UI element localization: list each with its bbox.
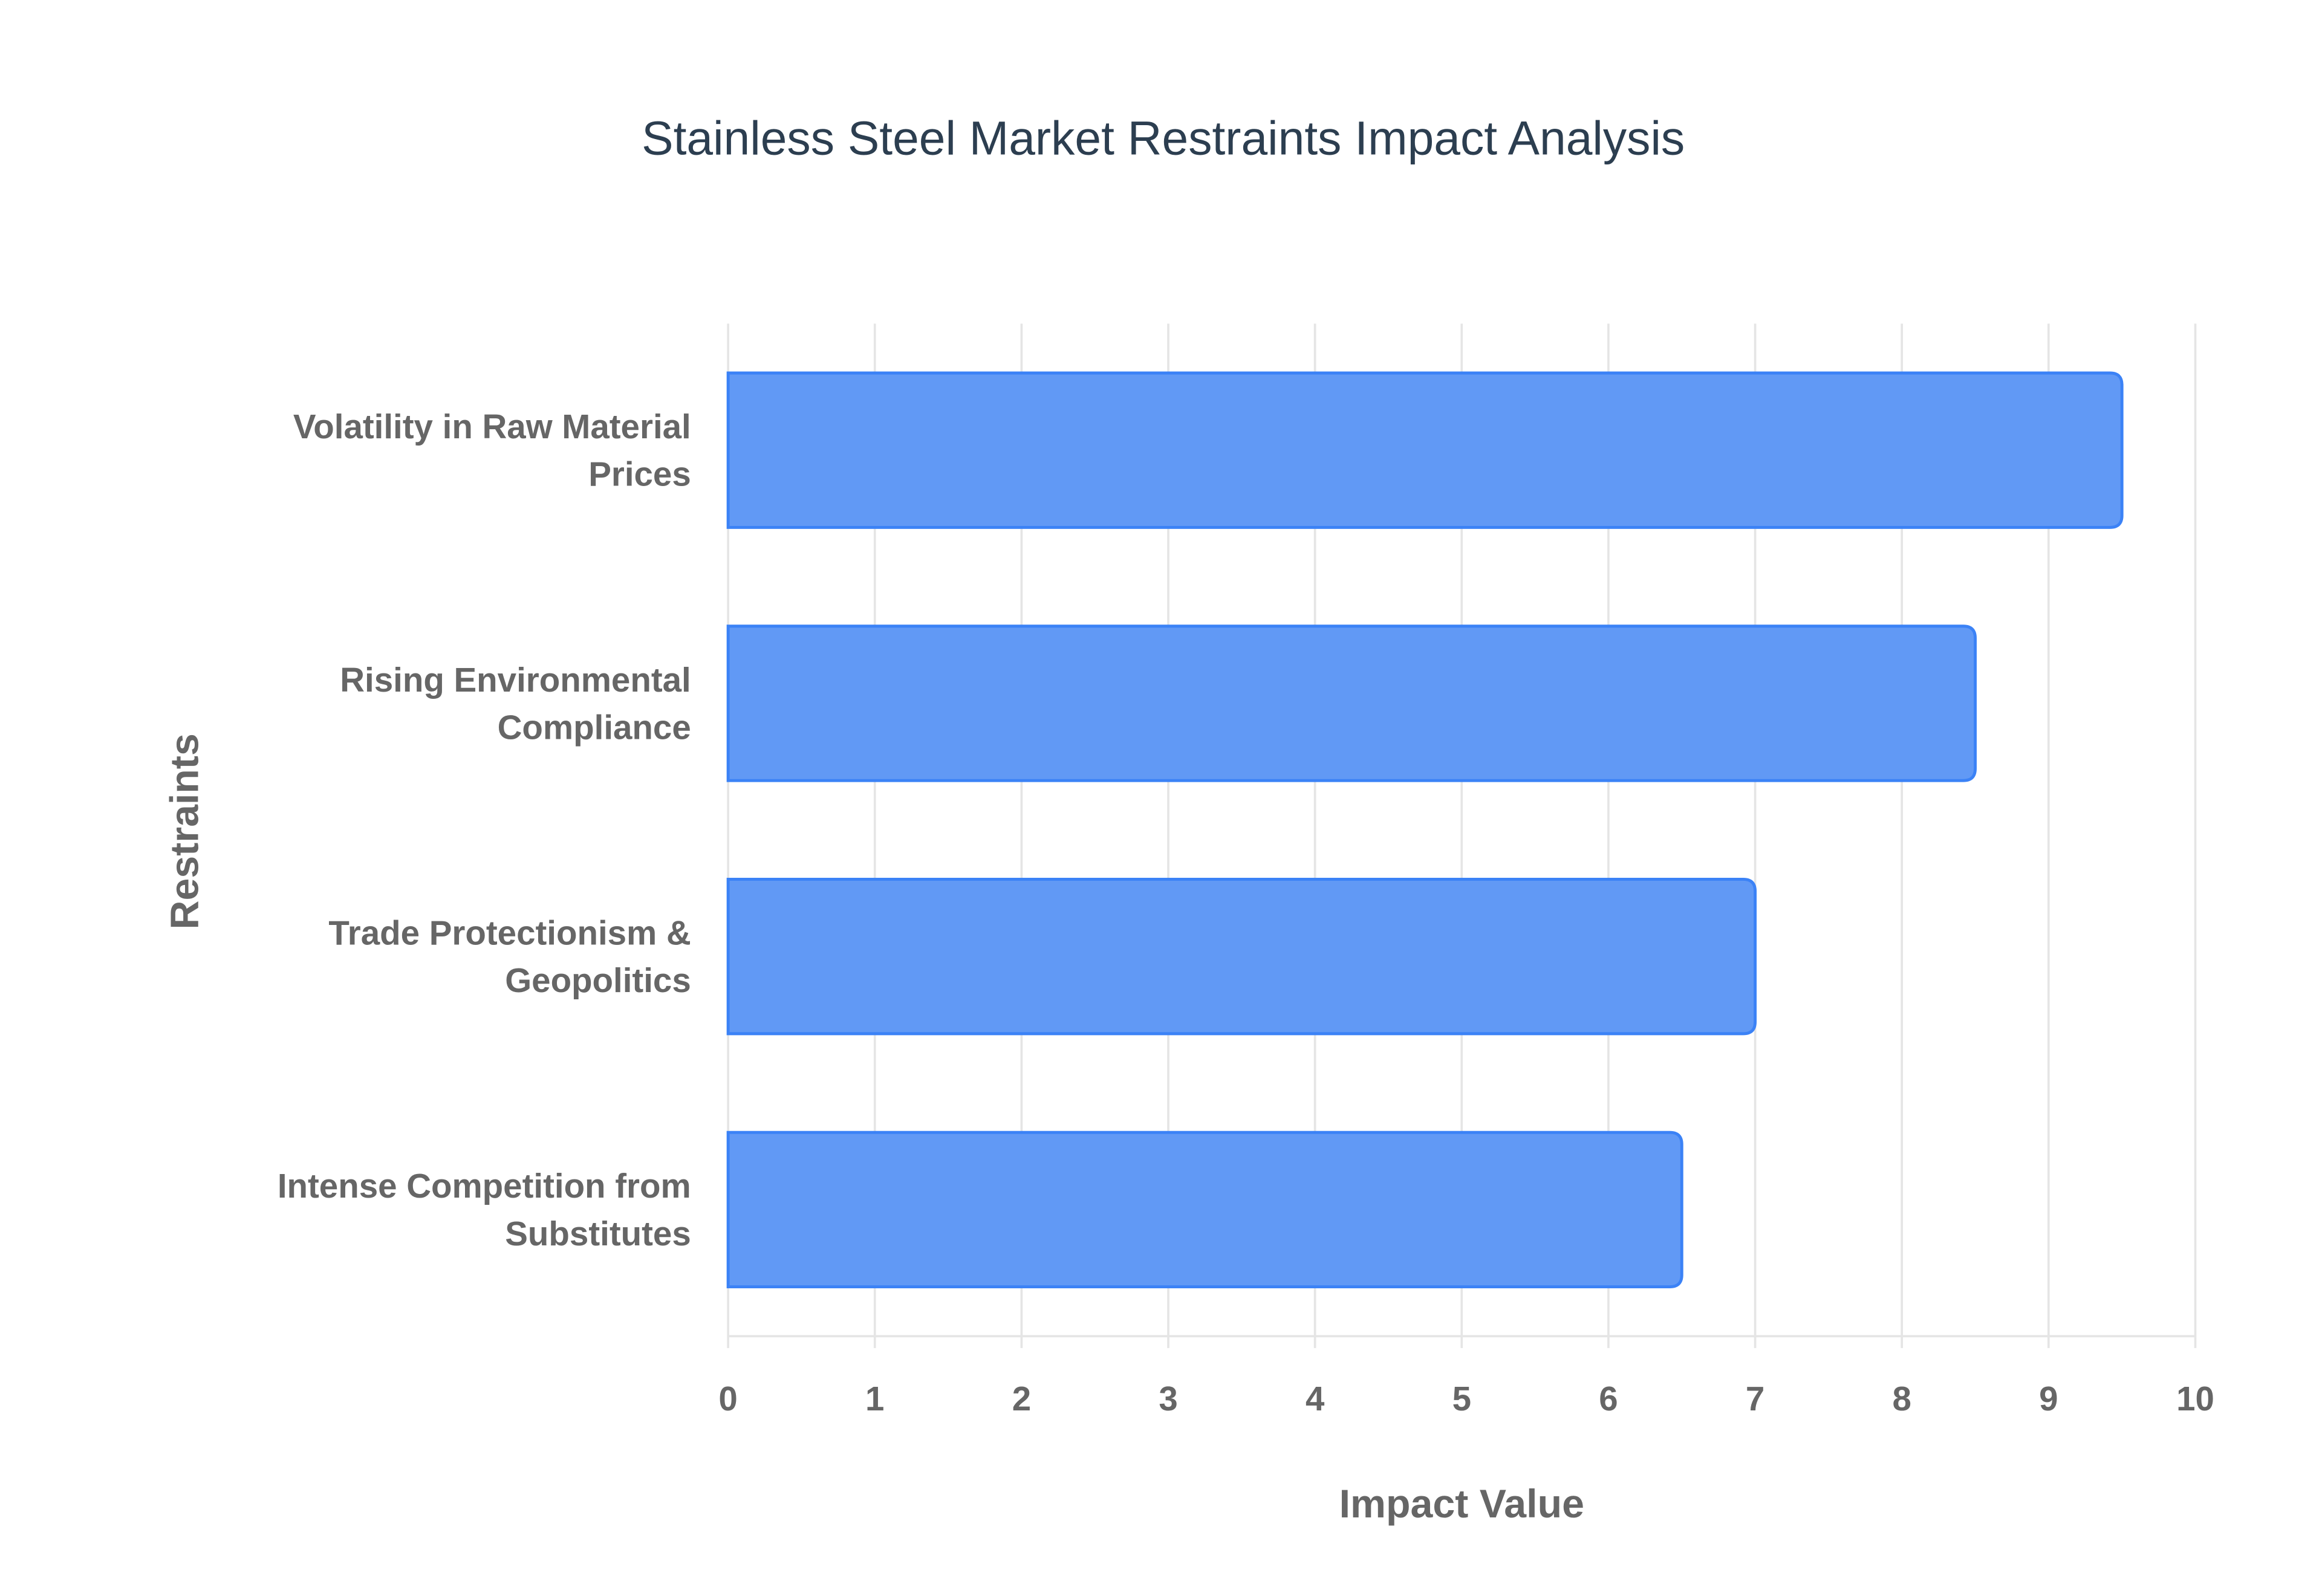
bar[interactable] [726, 371, 2124, 529]
x-tick-label: 10 [2176, 1380, 2214, 1418]
chart-title: Stainless Steel Market Restraints Impact… [642, 111, 1685, 164]
bar[interactable] [726, 624, 1977, 782]
bars [726, 371, 2124, 1289]
y-tick-label: Intense Competition from [278, 1167, 691, 1205]
x-tick-label: 0 [718, 1380, 737, 1418]
y-tick-label: Volatility in Raw Material [293, 407, 691, 446]
y-tick-label: Compliance [498, 708, 691, 746]
x-tick-label: 8 [1893, 1380, 1911, 1418]
x-tick-label: 6 [1599, 1380, 1618, 1418]
y-tick-label: Geopolitics [505, 961, 691, 999]
x-tick-label: 4 [1306, 1380, 1325, 1418]
x-tick-label: 1 [865, 1380, 884, 1418]
y-tick-label: Rising Environmental [340, 661, 691, 699]
y-axis-title: Restraints [162, 733, 207, 929]
x-tick-label: 3 [1159, 1380, 1177, 1418]
x-tick-label: 7 [1746, 1380, 1764, 1418]
y-tick-label: Prices [588, 455, 691, 493]
bar[interactable] [726, 877, 1757, 1036]
y-tick-label: Substitutes [505, 1215, 691, 1253]
bar[interactable] [726, 1130, 1683, 1289]
x-tick-label: 5 [1452, 1380, 1471, 1418]
x-axis-title: Impact Value [1339, 1482, 1584, 1526]
y-tick-label: Trade Protectionism & [328, 914, 691, 952]
x-axis-ticks: 0 1 2 3 4 5 6 7 8 9 10 [718, 1380, 2214, 1418]
x-tick-label: 2 [1012, 1380, 1031, 1418]
x-tick-label: 9 [2039, 1380, 2058, 1418]
y-axis-labels: Volatility in Raw Material Prices Rising E… [278, 407, 691, 1253]
